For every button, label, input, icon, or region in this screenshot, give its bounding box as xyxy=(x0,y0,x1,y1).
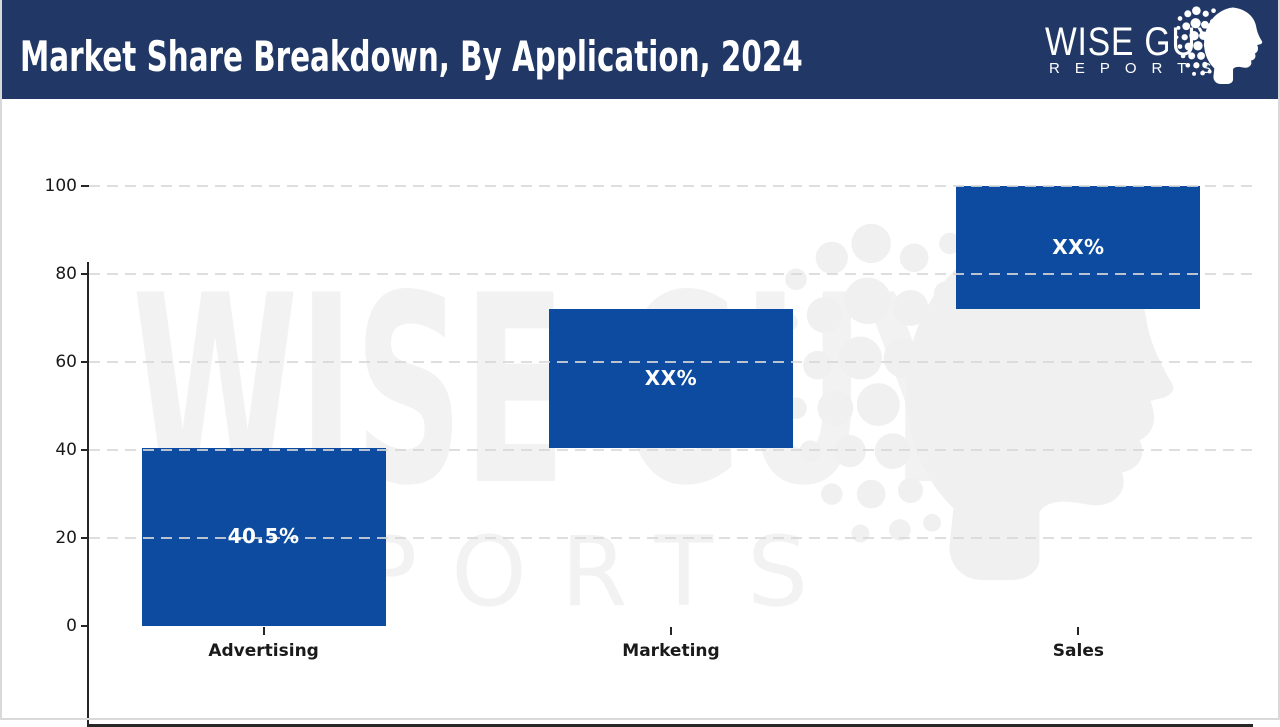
y-tick-mark xyxy=(81,625,89,627)
y-tick-label: 0 xyxy=(66,616,77,636)
y-tick-mark xyxy=(81,361,89,363)
bar-label: XX% xyxy=(644,365,698,390)
bar-label: XX% xyxy=(1052,234,1105,259)
logo-reports-text: REPORTS xyxy=(1049,60,1227,77)
x-category-label: Marketing xyxy=(622,641,720,661)
bar xyxy=(549,309,793,448)
page-title: Market Share Breakdown, By Application, … xyxy=(20,32,803,81)
y-axis-line xyxy=(87,262,89,727)
x-category-label: Sales xyxy=(1052,641,1104,661)
x-tick-mark xyxy=(1077,627,1080,635)
gridline xyxy=(89,185,1253,187)
y-tick-mark xyxy=(81,449,89,451)
gridline xyxy=(89,273,1253,275)
logo-head-icon xyxy=(1175,6,1263,84)
x-tick-mark xyxy=(670,627,672,635)
bar xyxy=(956,186,1201,310)
y-tick-label: 80 xyxy=(55,264,77,284)
gridline xyxy=(89,537,1253,539)
gridline xyxy=(89,449,1253,451)
x-tick-mark xyxy=(262,627,265,635)
y-tick-label: 100 xyxy=(44,176,77,196)
y-tick-label: 40 xyxy=(55,440,77,460)
bar-label: 40.5% xyxy=(227,523,300,548)
header: Market Share Breakdown, By Application, … xyxy=(0,0,1280,99)
y-tick-mark xyxy=(81,273,89,275)
x-category-label: Advertising xyxy=(208,641,319,661)
gridline xyxy=(89,361,1253,363)
y-tick-label: 20 xyxy=(55,528,77,548)
chart-plot-area: 0 20 40 60 80 100 40.5% Advertising XX% Marketing… xyxy=(0,99,1280,727)
bar xyxy=(141,447,386,626)
y-tick-label: 60 xyxy=(55,352,77,372)
y-tick-mark xyxy=(81,537,89,539)
y-tick-mark xyxy=(81,185,89,187)
